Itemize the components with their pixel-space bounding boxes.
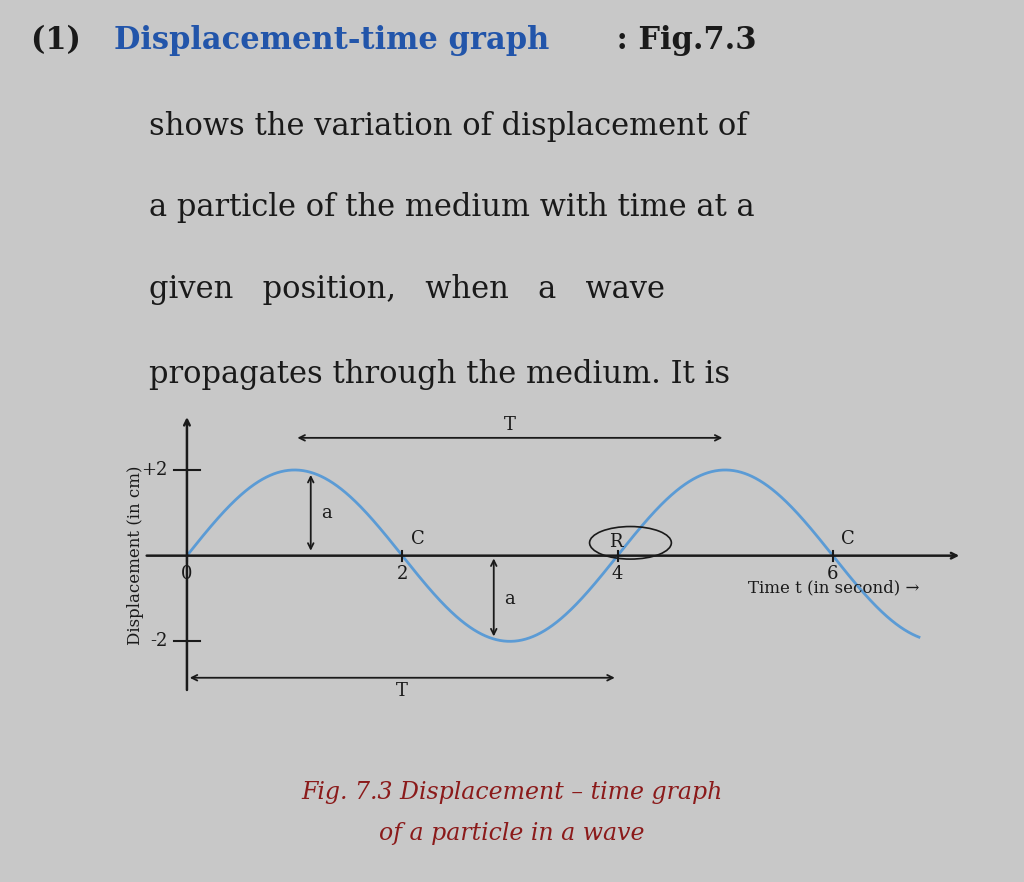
Text: -2: -2 [151, 632, 168, 650]
Text: 4: 4 [612, 565, 624, 583]
Text: propagates through the medium. It is: propagates through the medium. It is [148, 359, 730, 390]
Text: 0: 0 [181, 565, 193, 583]
Text: 2: 2 [396, 565, 408, 583]
Text: Displacement (in cm): Displacement (in cm) [127, 466, 143, 646]
Text: C: C [411, 530, 425, 548]
Text: : Fig.7.3: : Fig.7.3 [606, 26, 757, 56]
Text: a particle of the medium with time at a: a particle of the medium with time at a [148, 192, 755, 223]
Text: Fig. 7.3 Displacement – time graph: Fig. 7.3 Displacement – time graph [301, 781, 723, 804]
Text: T: T [504, 416, 516, 435]
Text: +2: +2 [141, 461, 168, 479]
Text: of a particle in a wave: of a particle in a wave [379, 822, 645, 845]
Text: a: a [505, 589, 515, 608]
Text: Time t (in second) →: Time t (in second) → [748, 579, 919, 596]
Text: (1): (1) [31, 26, 91, 56]
Text: C: C [842, 530, 855, 548]
Text: R: R [609, 533, 623, 550]
Text: given   position,   when   a   wave: given position, when a wave [148, 273, 665, 305]
Text: T: T [396, 682, 409, 700]
Text: shows the variation of displacement of: shows the variation of displacement of [148, 111, 748, 142]
Text: 6: 6 [827, 565, 839, 583]
Text: a: a [322, 504, 332, 522]
Text: Displacement-time graph: Displacement-time graph [115, 26, 550, 56]
